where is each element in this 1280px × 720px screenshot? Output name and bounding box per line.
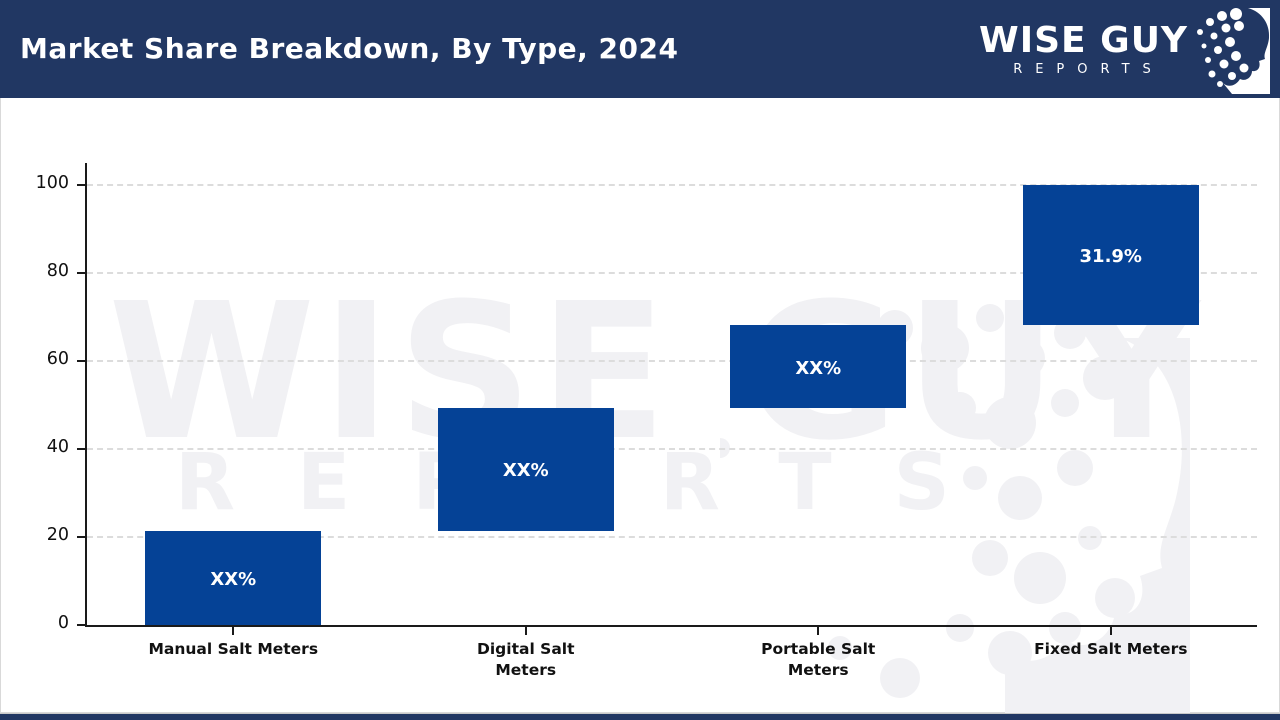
y-tick-label-20: 20 — [46, 525, 69, 545]
header-bar: Market Share Breakdown, By Type, 2024 WI… — [0, 0, 1280, 98]
y-tick-label-0: 0 — [57, 613, 69, 633]
logo-face-icon — [1197, 8, 1270, 94]
y-tick-mark-40 — [77, 448, 85, 450]
footer-bar — [0, 714, 1280, 720]
gridline-80 — [87, 272, 1257, 274]
y-tick-mark-0 — [77, 624, 85, 626]
bar-fixed-salt-meters — [1022, 185, 1199, 326]
x-tick-mark-3 — [1109, 627, 1112, 635]
x-tick-label-1: Digital Salt Meters — [476, 640, 575, 679]
footer-hairline — [0, 713, 1280, 714]
y-tick-mark-100 — [77, 184, 85, 186]
gridline-20 — [87, 536, 1257, 538]
logo-text: WISE GUY REPORTS — [979, 20, 1188, 77]
gridline-40 — [87, 448, 1257, 450]
bar-value-label: XX% — [210, 568, 257, 590]
y-tick-label-80: 80 — [46, 261, 69, 281]
logo-reports-label: REPORTS — [1013, 62, 1164, 77]
bar-value-label: XX% — [502, 460, 549, 482]
logo-wiseguy-label: WISE GUY — [978, 20, 1188, 61]
x-tick-mark-2 — [817, 627, 820, 635]
y-tick-label-60: 60 — [46, 349, 69, 369]
bar-value-label: 31.9% — [1079, 246, 1142, 268]
x-tick-label-3: Fixed Salt Meters — [1034, 640, 1188, 658]
bar-portable-salt-meters — [730, 325, 907, 409]
y-tick-mark-80 — [77, 272, 85, 274]
watermark-head-dots — [720, 304, 1190, 713]
x-tick-mark-1 — [524, 627, 527, 635]
wise-guy-reports-logo: WISE GUY REPORTS — [979, 4, 1270, 96]
y-tick-label-100: 100 — [35, 173, 69, 193]
y-tick-mark-60 — [77, 360, 85, 362]
bar-value-label: XX% — [795, 357, 842, 379]
y-tick-mark-20 — [77, 536, 85, 538]
y-tick-label-40: 40 — [46, 437, 69, 457]
page-title: Market Share Breakdown, By Type, 2024 — [20, 32, 679, 65]
bar-manual-salt-meters — [145, 530, 322, 625]
x-tick-label-0: Manual Salt Meters — [148, 640, 319, 658]
x-tick-mark-0 — [232, 627, 235, 635]
bar-digital-salt-meters — [437, 408, 614, 531]
gridline-60 — [87, 360, 1257, 362]
x-tick-label-2: Portable Salt Meters — [761, 640, 876, 679]
plot-area: XX% XX% XX% 31.9% — [85, 163, 1257, 627]
gridline-100 — [87, 184, 1257, 186]
